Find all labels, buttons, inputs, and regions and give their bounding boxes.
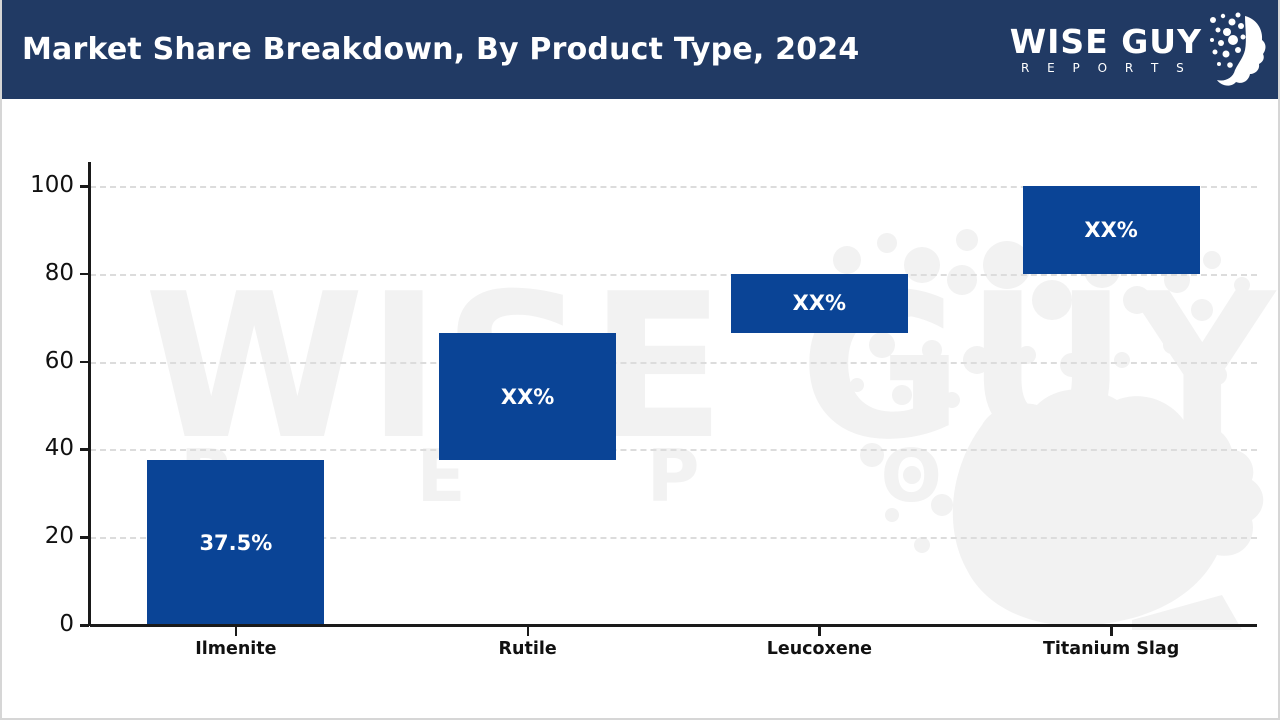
- plot-area: 37.5% XX% XX% XX%: [90, 186, 1257, 627]
- y-tick-mark: [80, 360, 89, 364]
- chart-title: Market Share Breakdown, By Product Type,…: [22, 32, 860, 67]
- bar-leucoxene: XX%: [730, 273, 908, 334]
- gridline-80: [90, 273, 1257, 276]
- y-tick-label-0: 0: [59, 611, 74, 637]
- wiseguy-logo: WISE GUY R E P O R T S: [1010, 6, 1270, 94]
- bar-rutile: XX%: [439, 333, 617, 461]
- y-tick-mark: [80, 272, 89, 276]
- x-category-label-leucoxene: Leucoxene: [766, 639, 873, 659]
- y-tick-mark: [80, 448, 89, 451]
- y-tick-label-80: 80: [44, 259, 74, 286]
- bar-value-label: XX%: [1084, 217, 1138, 242]
- x-tick-mark: [234, 627, 238, 636]
- x-category-label-titanium-slag: Titanium Slag: [1042, 639, 1180, 659]
- y-tick-label-100: 100: [30, 172, 74, 198]
- gridline-40: [90, 449, 1257, 452]
- x-axis-line: [90, 624, 1257, 627]
- y-tick-mark: [80, 624, 89, 627]
- logo-subtext: R E P O R T S: [1020, 60, 1191, 75]
- x-category-label-rutile: Rutile: [498, 639, 557, 659]
- bar-value-label: XX%: [500, 384, 555, 409]
- bar-titanium-slag: XX%: [1022, 186, 1200, 274]
- y-tick-mark: [80, 185, 89, 188]
- y-tick-mark: [80, 536, 89, 539]
- header-bar: Market Share Breakdown, By Product Type,…: [2, 0, 1278, 99]
- gridline-100: [90, 186, 1257, 188]
- x-tick-mark: [818, 627, 821, 636]
- gridline-20: [90, 537, 1257, 540]
- y-tick-label-60: 60: [44, 347, 74, 374]
- x-tick-mark: [1110, 627, 1113, 636]
- logo-wordmark: WISE GUY: [1009, 22, 1202, 62]
- x-tick-mark: [526, 627, 530, 636]
- y-axis-line: [88, 162, 91, 626]
- y-tick-label-20: 20: [44, 523, 74, 550]
- bar-value-label: 37.5%: [199, 530, 273, 555]
- logo-text: WISE GUY R E P O R T S: [1010, 25, 1202, 75]
- bar-ilmenite: 37.5%: [147, 460, 325, 625]
- bar-value-label: XX%: [792, 291, 847, 316]
- y-tick-label-40: 40: [44, 435, 74, 462]
- gridline-60: [90, 361, 1257, 364]
- x-category-label-ilmenite: Ilmenite: [195, 639, 277, 659]
- logo-head-profile-icon: [1210, 12, 1266, 86]
